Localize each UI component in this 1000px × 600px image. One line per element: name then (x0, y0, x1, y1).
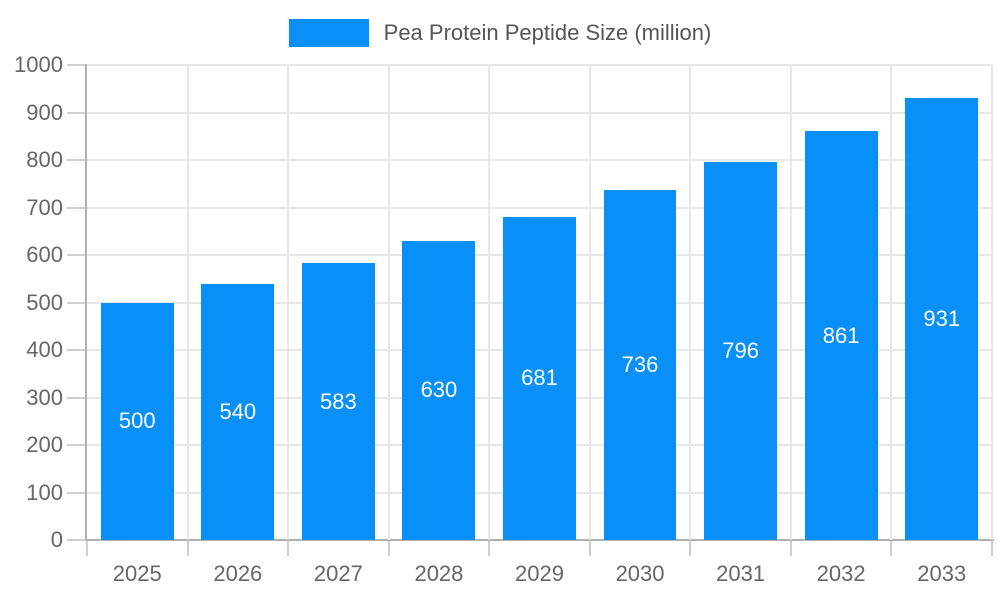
y-axis-tick-label: 500 (26, 289, 63, 315)
v-gridline (488, 65, 491, 540)
bar-2026[interactable]: 540 (201, 283, 275, 540)
x-axis-tick (689, 541, 692, 556)
v-gridline (689, 65, 692, 540)
h-gridline (87, 111, 992, 114)
y-axis-tick (67, 254, 85, 256)
bar-2032[interactable]: 861 (804, 131, 878, 540)
bar-value-label: 931 (923, 305, 961, 331)
x-axis-tick (287, 541, 290, 556)
x-axis-category-label: 2028 (414, 561, 464, 586)
y-axis-tick-label: 700 (26, 194, 63, 220)
y-axis: 0 100 200 300 400 500 600 700 800 900 1000 (0, 52, 87, 552)
x-axis-category-label: 2033 (917, 561, 967, 586)
x-axis: 2025 2026 2027 2028 2029 2030 2031 2032 2033 (86, 540, 993, 600)
y-axis-tick (67, 159, 85, 161)
y-axis-tick (67, 539, 85, 541)
bar-2028[interactable]: 630 (402, 240, 476, 540)
y-axis-tick (67, 301, 85, 304)
y-axis-tick-label: 200 (26, 432, 63, 457)
x-axis-category-label: 2029 (515, 561, 564, 586)
bar-value-label: 500 (118, 408, 156, 434)
y-axis-tick (67, 396, 85, 399)
y-axis-tick-label: 600 (26, 242, 63, 267)
y-axis-tick (67, 349, 85, 351)
bar-2025[interactable]: 500 (100, 302, 174, 540)
y-axis-tick (67, 444, 85, 446)
bar-2027[interactable]: 583 (301, 263, 375, 540)
x-axis-tick (488, 541, 491, 556)
bar-2031[interactable]: 796 (704, 161, 778, 540)
x-axis-tick (186, 541, 189, 556)
x-axis-line (85, 539, 994, 541)
x-axis-category-label: 2032 (816, 561, 866, 586)
x-axis-tick (588, 541, 591, 556)
x-axis-category-label: 2026 (213, 561, 263, 586)
bar-value-label: 583 (320, 388, 357, 414)
bar-value-label: 540 (219, 398, 257, 424)
y-axis-tick-label: 100 (26, 479, 63, 505)
v-gridline (588, 65, 591, 540)
y-axis-tick (67, 491, 85, 494)
legend[interactable]: Pea Protein Peptide Size (million) (0, 17, 1000, 49)
x-axis-category-label: 2027 (313, 561, 363, 586)
bar-value-label: 630 (420, 377, 458, 403)
x-axis-category-label: 2025 (112, 561, 162, 586)
legend-swatch[interactable] (288, 19, 369, 47)
y-axis-tick (67, 111, 85, 114)
y-axis-tick-label: 400 (26, 337, 63, 362)
y-axis-tick-label: 900 (26, 99, 63, 125)
y-axis-tick-label: 300 (26, 384, 63, 410)
plot-area: 500 540 583 630 681 736 796 861 931 (87, 64, 993, 540)
bar-2029[interactable]: 681 (503, 216, 576, 540)
v-gridline (287, 65, 290, 540)
bar-2030[interactable]: 736 (603, 190, 677, 540)
legend-label: Pea Protein Peptide Size (million) (383, 20, 712, 45)
bar-value-label: 796 (722, 337, 759, 363)
bar-2033[interactable]: 931 (905, 97, 979, 540)
v-gridline (991, 65, 993, 540)
v-gridline (789, 65, 792, 540)
x-axis-tick (991, 541, 993, 556)
bar-value-label: 681 (521, 365, 558, 391)
h-gridline (87, 159, 992, 161)
x-axis-tick (387, 541, 390, 556)
y-axis-line (85, 64, 87, 541)
h-gridline (87, 206, 992, 209)
bar-value-label: 736 (621, 352, 659, 378)
x-axis-tick (890, 541, 893, 556)
y-axis-tick-label: 800 (26, 147, 63, 172)
y-axis-tick-label: 1000 (14, 52, 63, 77)
x-axis-tick (789, 541, 792, 556)
x-axis-category-label: 2031 (716, 561, 766, 586)
bar-value-label: 861 (822, 322, 860, 348)
v-gridline (387, 65, 390, 540)
x-axis-tick (86, 541, 88, 556)
v-gridline (890, 65, 893, 540)
y-axis-tick-label: 0 (50, 527, 63, 552)
y-axis-tick (67, 206, 85, 209)
v-gridline (186, 65, 189, 540)
x-axis-category-label: 2030 (615, 561, 665, 586)
h-gridline (87, 64, 992, 66)
y-axis-tick (67, 64, 85, 66)
